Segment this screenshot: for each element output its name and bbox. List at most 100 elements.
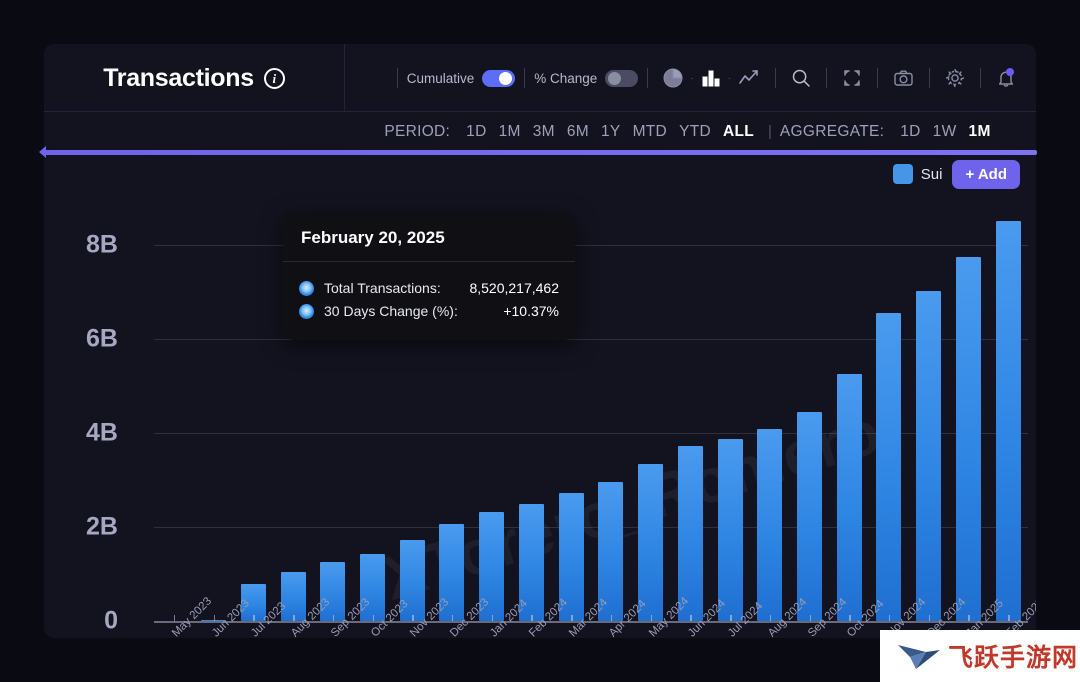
bar-chart-icon[interactable] — [701, 68, 721, 88]
period-option-1m[interactable]: 1M — [498, 122, 521, 140]
x-axis-tick — [571, 615, 573, 621]
pie-chart-icon[interactable] — [663, 68, 683, 88]
x-axis-tick — [372, 615, 374, 621]
toggle-knob — [499, 71, 513, 85]
chart-bar[interactable] — [518, 504, 544, 621]
toolbar: Cumulative % Change · · — [345, 44, 1036, 112]
legend-label: Sui — [920, 165, 943, 183]
transactions-chart-card: Transactions i Cumulative % Change — [44, 44, 1036, 638]
chart-bar[interactable] — [439, 523, 465, 621]
period-option-6m[interactable]: 6M — [566, 122, 590, 140]
chart-gridline — [154, 339, 1028, 340]
percent-change-toggle-group[interactable]: % Change — [534, 69, 639, 87]
bell-icon[interactable] — [996, 68, 1016, 88]
y-axis-tick-label: 0 — [104, 606, 118, 635]
chart-bar[interactable] — [757, 429, 783, 621]
chart-gridline — [154, 245, 1028, 246]
period-option-all[interactable]: ALL — [722, 122, 754, 140]
search-icon[interactable] — [791, 68, 811, 88]
period-option-3m[interactable]: 3M — [532, 122, 555, 140]
card-title-block: Transactions i — [44, 44, 345, 112]
notification-dot — [1006, 68, 1014, 76]
aggregate-option-1d[interactable]: 1D — [900, 122, 921, 140]
chart-bar[interactable] — [796, 411, 822, 621]
icon-dot-separator: · — [690, 72, 694, 84]
cumulative-label: Cumulative — [406, 70, 475, 86]
divider — [980, 68, 981, 88]
x-axis-tick — [412, 615, 414, 621]
x-axis-tick — [531, 615, 533, 621]
gear-icon[interactable] — [945, 68, 965, 88]
tooltip-key: 30 Days Change (%): — [324, 303, 458, 319]
y-axis-tick-label: 4B — [86, 418, 118, 447]
chart-bar[interactable] — [876, 313, 902, 621]
period-option-1d[interactable]: 1D — [466, 122, 487, 140]
chart-bar[interactable] — [359, 554, 385, 621]
divider — [647, 68, 649, 88]
period-option-1y[interactable]: 1Y — [601, 122, 621, 140]
x-axis-tick — [888, 615, 891, 621]
chart-bar[interactable] — [479, 511, 505, 621]
chart-gridline — [154, 433, 1028, 434]
x-axis-tick — [730, 615, 732, 621]
chart-bar[interactable] — [280, 571, 306, 621]
chart-gridline — [154, 527, 1028, 528]
info-icon[interactable]: i — [263, 67, 285, 89]
aggregate-label: AGGREGATE: — [779, 122, 885, 140]
x-axis-tick — [650, 615, 653, 621]
period-label: PERIOD: — [384, 122, 451, 140]
x-axis-tick — [332, 615, 335, 621]
y-axis-tick-label: 8B — [86, 230, 118, 259]
chart-bar[interactable] — [201, 620, 227, 621]
period-option-ytd[interactable]: YTD — [679, 122, 711, 140]
series-dot-icon — [299, 280, 314, 296]
chart-bar[interactable] — [638, 463, 664, 621]
legend-swatch — [892, 164, 913, 184]
x-axis-tick — [173, 615, 176, 621]
tooltip-row: Total Transactions: 8,520,217,462 — [299, 280, 559, 296]
divider — [396, 68, 398, 88]
aggregate-option-1m[interactable]: 1M — [968, 122, 991, 140]
y-axis-tick-label: 6B — [86, 324, 118, 353]
site-watermark: 飞跃手游网 — [880, 630, 1080, 682]
aggregate-option-1w[interactable]: 1W — [932, 122, 957, 140]
legend-item-sui[interactable]: Sui — [892, 164, 943, 184]
cumulative-toggle[interactable] — [482, 69, 516, 87]
chart-bar[interactable] — [995, 220, 1021, 621]
tooltip-row: 30 Days Change (%): +10.37% — [299, 303, 559, 319]
chart-bar[interactable] — [916, 291, 942, 621]
chart-bar[interactable] — [399, 540, 425, 621]
line-chart-icon[interactable] — [738, 68, 760, 88]
chart-bars — [154, 200, 1028, 638]
chart-bar[interactable] — [598, 482, 624, 621]
camera-icon[interactable] — [893, 68, 914, 88]
percent-change-label: % Change — [534, 70, 598, 86]
chart-bar[interactable] — [240, 584, 266, 621]
chart-bar[interactable] — [955, 256, 981, 621]
accent-bar — [39, 146, 1037, 158]
x-axis-tick — [928, 615, 931, 621]
chart-bar[interactable] — [717, 438, 743, 621]
period-aggregate-row: PERIOD: 1D 1M 3M 6M 1Y MTD YTD ALL | AGG… — [44, 112, 1036, 152]
cumulative-toggle-group[interactable]: Cumulative — [406, 69, 516, 87]
x-axis-tick — [769, 615, 772, 621]
divider — [826, 68, 827, 88]
chart-bar[interactable] — [558, 493, 584, 621]
chart-bar[interactable] — [677, 446, 703, 621]
icon-dot-separator: · — [727, 72, 731, 84]
percent-change-toggle[interactable] — [605, 69, 639, 87]
chart-bar[interactable] — [836, 374, 862, 621]
tooltip-body: Total Transactions: 8,520,217,462 30 Day… — [283, 262, 575, 340]
fullscreen-icon[interactable] — [842, 68, 862, 88]
x-axis-tick — [968, 615, 970, 621]
tooltip-key: Total Transactions: — [324, 280, 441, 296]
chart-bar[interactable] — [320, 562, 346, 621]
add-series-button[interactable]: + Add — [952, 159, 1020, 189]
x-axis-tick — [451, 615, 454, 621]
divider — [775, 68, 776, 88]
divider — [524, 68, 526, 88]
x-axis-tick — [610, 615, 613, 621]
y-axis-tick-label: 2B — [86, 512, 118, 541]
period-option-mtd[interactable]: MTD — [632, 122, 668, 140]
